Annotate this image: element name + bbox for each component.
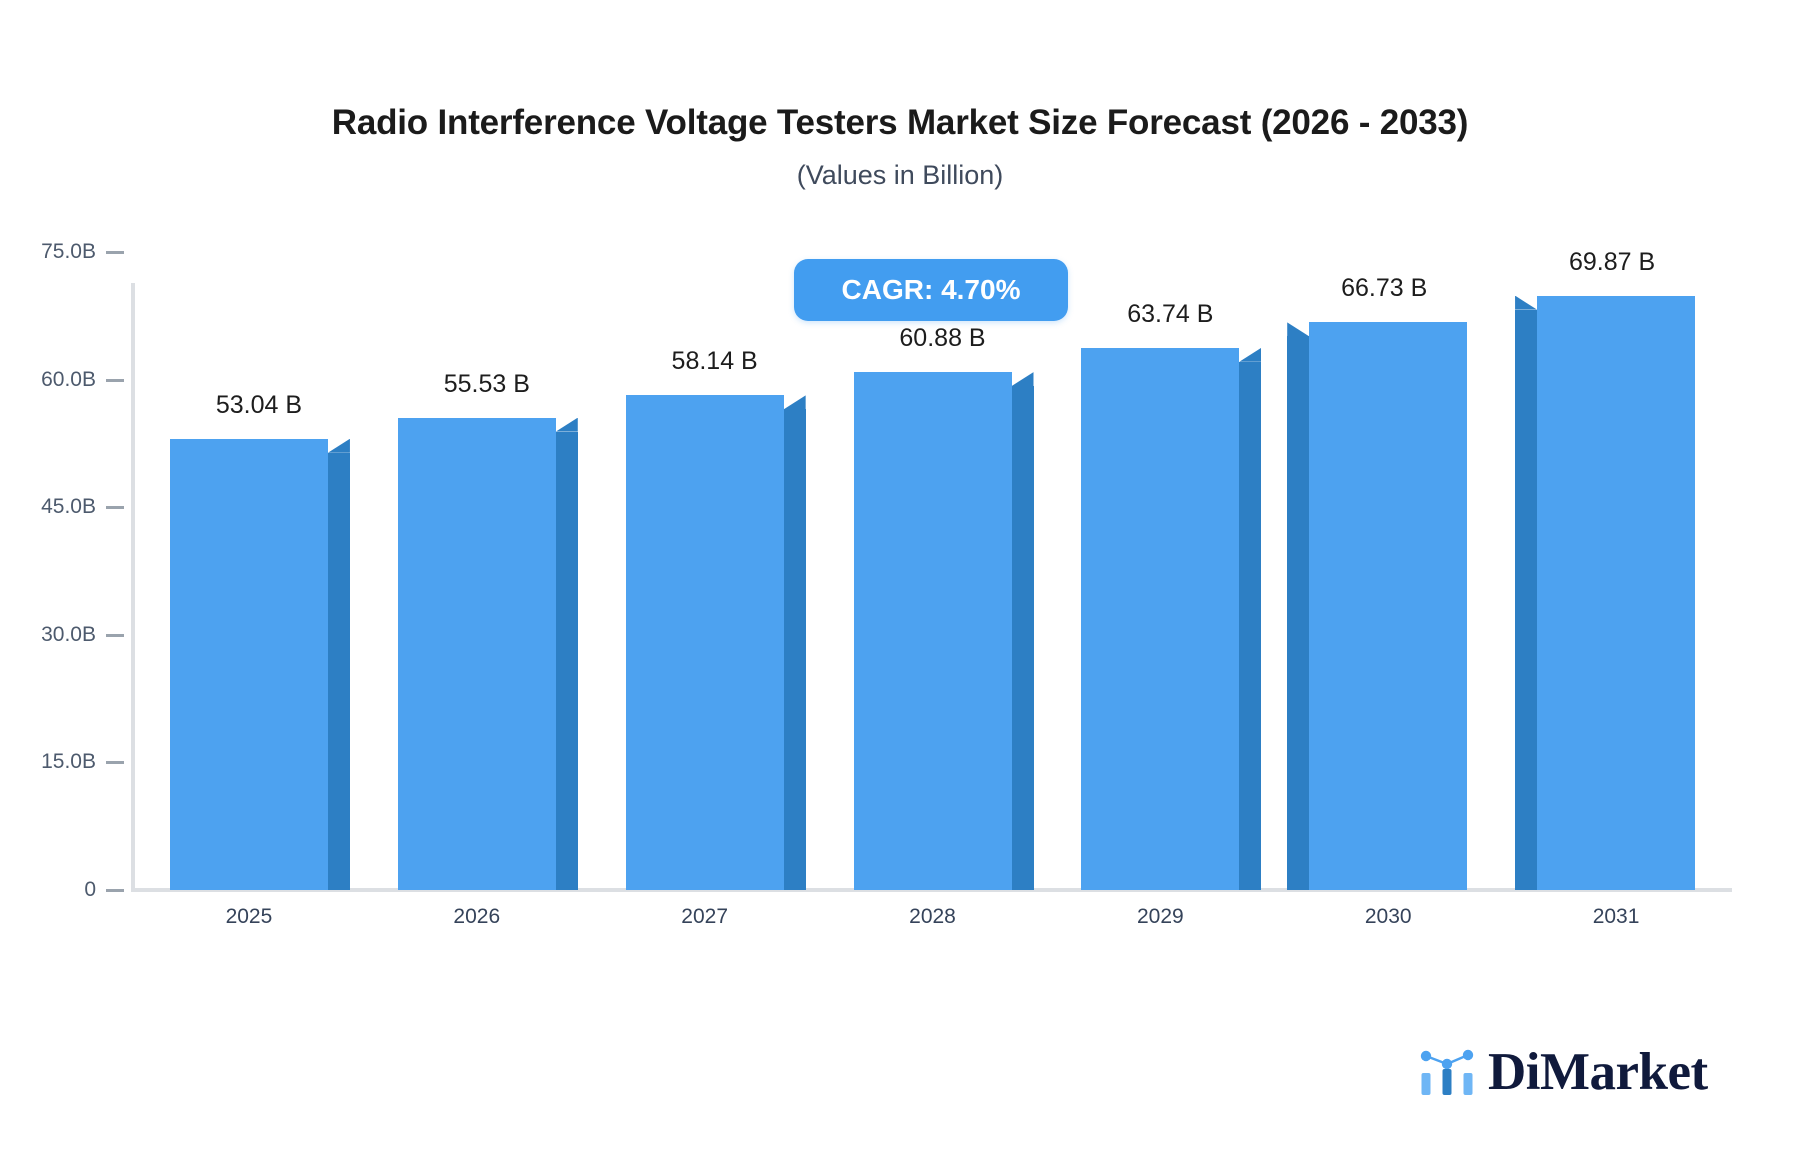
bar[interactable]	[1287, 322, 1468, 890]
bar[interactable]	[1515, 295, 1696, 890]
bar-value-label: 60.88 B	[899, 324, 986, 353]
bar[interactable]	[397, 417, 578, 890]
brand-logo: DiMarket	[1420, 1046, 1708, 1099]
y-axis-tick-label: 60.0B	[41, 367, 96, 391]
chart-subtitle: (Values in Billion)	[796, 159, 1004, 190]
bar[interactable]	[853, 372, 1034, 890]
y-axis-tick-label: 30.0B	[41, 622, 96, 646]
x-axis-tick-label: 2028	[909, 905, 956, 928]
y-axis-tick-label: 0	[84, 878, 96, 901]
bar-top-bevel	[327, 438, 350, 453]
bar-side-face	[1287, 336, 1310, 890]
y-axis-tick-mark	[106, 251, 124, 254]
bar-value-label: 66.73 B	[1341, 274, 1428, 303]
bar-front-face	[1309, 322, 1468, 890]
bar-top-bevel	[1515, 295, 1538, 310]
bar-top-bevel	[1011, 372, 1034, 387]
y-axis-tick-mark	[106, 506, 124, 510]
bar-side-face	[555, 431, 578, 890]
bar[interactable]	[169, 438, 350, 890]
bar-side-face	[1011, 386, 1034, 890]
y-axis-line	[131, 283, 135, 890]
bar-value-label: 58.14 B	[671, 347, 758, 376]
bar-front-face	[169, 438, 328, 890]
bar-side-face	[1515, 309, 1538, 890]
bar-top-bevel	[555, 417, 578, 432]
bar-chart-logo-icon	[1420, 1049, 1474, 1095]
brand-name: DiMarket	[1488, 1043, 1708, 1101]
bar[interactable]	[1081, 347, 1262, 890]
y-axis-tick: 30.0B	[0, 622, 130, 646]
bar-value-label: 63.74 B	[1127, 299, 1214, 328]
bar-value-label: 55.53 B	[443, 369, 530, 398]
y-axis-tick-mark	[106, 633, 124, 637]
y-axis-tick: 0	[0, 878, 130, 901]
y-axis-tick: 60.0B	[0, 367, 130, 391]
x-axis-tick-label: 2031	[1592, 905, 1640, 928]
bar-front-face	[625, 395, 784, 890]
bar-front-face	[397, 417, 556, 890]
bar-front-face	[1537, 295, 1696, 890]
y-axis-tick: 45.0B	[0, 495, 130, 519]
x-axis-tick-label: 2029	[1136, 905, 1184, 928]
chart-header: Radio Interference Voltage Testers Marke…	[0, 103, 1800, 191]
bar[interactable]	[625, 395, 806, 890]
y-axis-tick-label: 45.0B	[41, 495, 96, 519]
y-axis-tick-mark	[106, 889, 124, 892]
y-axis-tick-label: 15.0B	[41, 750, 96, 774]
x-axis-line	[131, 888, 1732, 892]
bar-value-label: 69.87 B	[1568, 247, 1656, 276]
bar-front-face	[1081, 347, 1240, 890]
y-axis-tick: 75.0B	[0, 240, 130, 263]
y-axis-tick-label: 75.0B	[41, 240, 96, 263]
cagr-badge: CAGR: 4.70%	[794, 259, 1068, 321]
bar-side-face	[783, 409, 806, 890]
bar-top-bevel	[1239, 347, 1262, 362]
y-axis-tick-mark	[106, 378, 124, 382]
chart-title: Radio Interference Voltage Testers Marke…	[331, 103, 1469, 142]
bar-front-face	[853, 372, 1012, 890]
bar-value-label: 53.04 B	[215, 390, 303, 419]
bar-side-face	[327, 452, 350, 890]
bar-top-bevel	[783, 395, 806, 410]
y-axis-tick-mark	[106, 761, 124, 765]
bar-side-face	[1239, 361, 1262, 890]
x-axis-tick-label: 2027	[681, 905, 728, 928]
x-axis-tick-label: 2025	[225, 905, 273, 928]
cagr-badge-label: CAGR: 4.70%	[841, 274, 1021, 305]
x-axis-tick-label: 2026	[453, 905, 501, 928]
y-axis-tick: 15.0B	[0, 750, 130, 774]
x-axis-tick-label: 2030	[1364, 905, 1412, 928]
